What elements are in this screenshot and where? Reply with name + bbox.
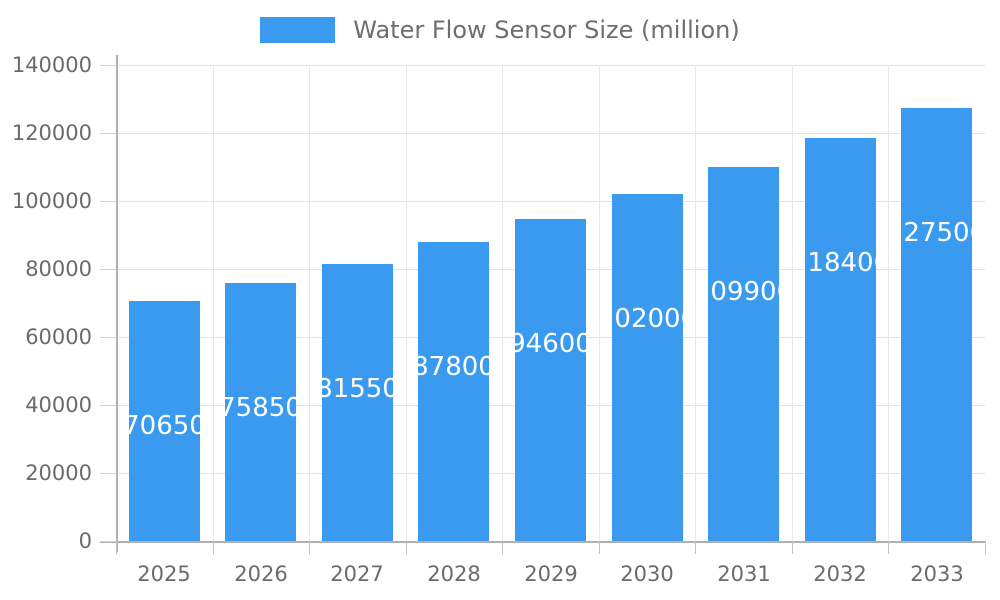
gridline-vertical (213, 65, 214, 541)
y-axis-tick-label: 40000 (25, 393, 92, 417)
gridline-vertical (502, 65, 503, 541)
x-axis-tick (695, 541, 696, 554)
gridline-vertical (695, 65, 696, 541)
bar[interactable]: 87800 (418, 242, 489, 541)
y-axis-tick (100, 133, 116, 134)
legend-item-water-flow-sensor-size[interactable]: Water Flow Sensor Size (million) (260, 16, 740, 44)
y-axis-line (116, 55, 118, 552)
legend-label: Water Flow Sensor Size (million) (353, 16, 740, 44)
gridline-vertical (888, 65, 889, 541)
plot-area: 70650 75850 81550 87800 94600 102000 109900 118… (100, 65, 985, 542)
y-axis-tick (100, 541, 116, 542)
bar-value-label: 109900 (708, 277, 779, 307)
x-axis-tick-label: 2027 (330, 562, 384, 586)
y-axis-tick (100, 201, 116, 202)
y-axis-tick (100, 405, 116, 406)
y-axis-tick (100, 337, 116, 338)
gridline-vertical (406, 65, 407, 541)
y-axis-tick-label: 80000 (25, 257, 92, 281)
x-axis-tick-label: 2030 (620, 562, 674, 586)
y-axis-tick-label: 140000 (11, 53, 92, 77)
y-axis-tick-label: 120000 (11, 121, 92, 145)
y-axis-tick-label: 0 (78, 529, 92, 553)
gridline-horizontal (100, 65, 985, 66)
bar[interactable]: 109900 (708, 167, 779, 541)
y-axis-tick-label: 60000 (25, 325, 92, 349)
bar[interactable]: 70650 (129, 301, 200, 541)
gridline-vertical (792, 65, 793, 541)
x-axis-tick (888, 541, 889, 554)
chart-legend: Water Flow Sensor Size (million) (0, 14, 1000, 46)
bar-value-label: 81550 (322, 374, 393, 404)
legend-color-swatch (260, 17, 336, 43)
bar[interactable]: 102000 (612, 194, 683, 541)
x-axis-tick (406, 541, 407, 554)
x-axis-tick (985, 541, 986, 554)
x-axis-tick (213, 541, 214, 554)
gridline-horizontal (100, 201, 985, 202)
gridline-vertical (599, 65, 600, 541)
bar[interactable]: 81550 (322, 264, 393, 541)
y-axis-tick (100, 269, 116, 270)
x-axis-tick-label: 2026 (234, 562, 288, 586)
y-axis-tick-label: 20000 (25, 461, 92, 485)
bar-value-label: 87800 (418, 352, 489, 382)
bar[interactable]: 94600 (515, 219, 586, 541)
gridline-horizontal (100, 133, 985, 134)
y-axis-tick (100, 473, 116, 474)
bar-value-label: 118400 (805, 248, 876, 278)
y-axis-tick (100, 65, 116, 66)
bar-value-label: 94600 (515, 329, 586, 359)
bar[interactable]: 75850 (225, 283, 296, 541)
y-axis-tick-label: 100000 (11, 189, 92, 213)
x-axis-tick (116, 541, 117, 554)
x-axis-tick (792, 541, 793, 554)
x-axis-tick-label: 2033 (910, 562, 964, 586)
gridline-vertical (309, 65, 310, 541)
x-axis-tick-label: 2032 (813, 562, 867, 586)
x-axis-tick-label: 2028 (427, 562, 481, 586)
bar-value-label: 127500 (901, 218, 972, 248)
x-axis-tick (502, 541, 503, 554)
bar-value-label: 70650 (129, 411, 200, 441)
x-axis-tick-label: 2029 (524, 562, 578, 586)
x-axis-tick-label: 2031 (717, 562, 771, 586)
bar-value-label: 102000 (612, 304, 683, 334)
bar-value-label: 75850 (225, 393, 296, 423)
x-axis-tick (599, 541, 600, 554)
bar[interactable]: 127500 (901, 108, 972, 542)
bar[interactable]: 118400 (805, 138, 876, 541)
x-axis-line (100, 541, 985, 543)
x-axis-tick (309, 541, 310, 554)
x-axis-tick-label: 2025 (137, 562, 191, 586)
